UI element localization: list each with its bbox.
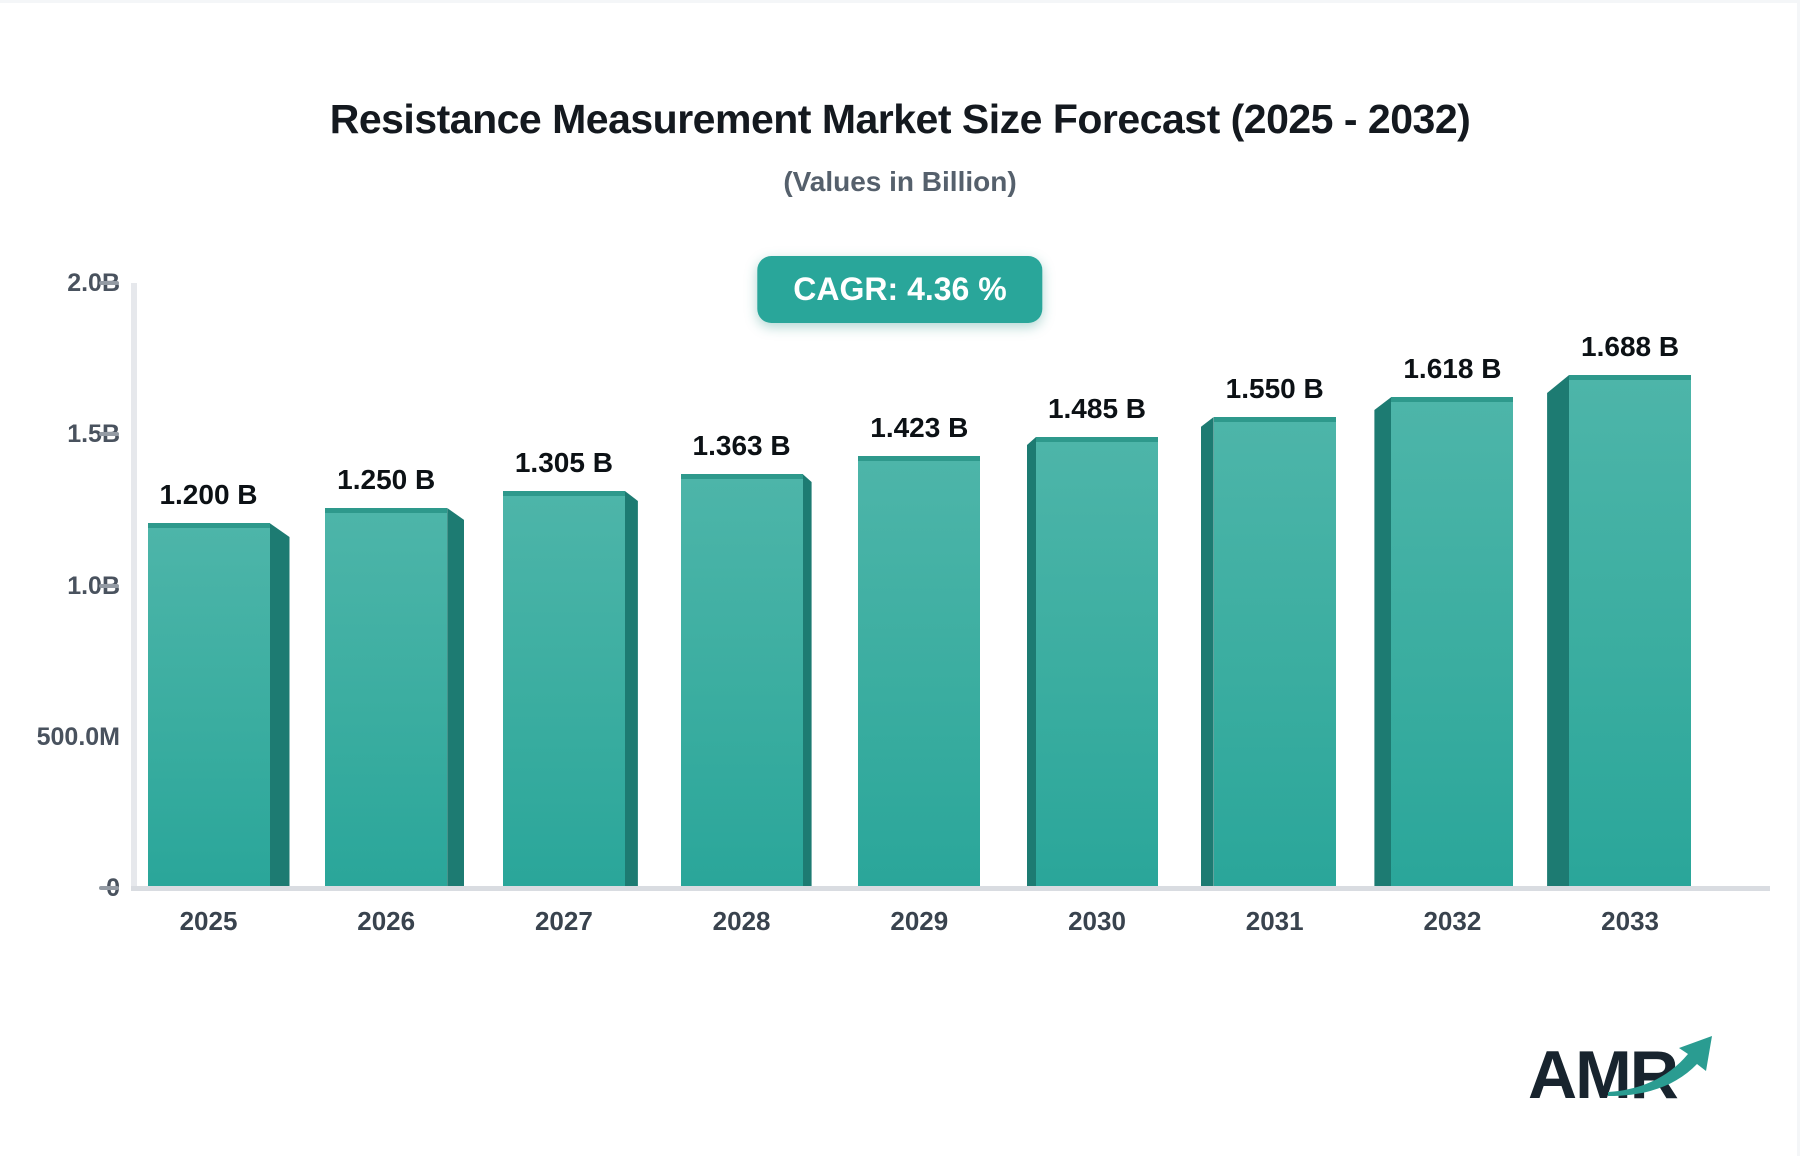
x-axis-line <box>131 886 1770 891</box>
bar-2030 <box>1036 437 1158 886</box>
bar-value-label: 1.363 B <box>692 430 791 461</box>
cagr-badge: CAGR: 4.36 % <box>757 256 1043 323</box>
bar-value-label: 1.618 B <box>1403 353 1502 384</box>
page-top-band <box>0 0 1800 3</box>
bar-2026 <box>325 508 448 886</box>
x-axis-label: 2031 <box>1245 906 1304 936</box>
y-axis-tick <box>99 281 119 285</box>
x-axis-label: 2033 <box>1601 906 1660 936</box>
bar-value-label: 1.423 B <box>870 412 969 443</box>
bar-2032 <box>1391 397 1514 886</box>
x-axis-label: 2032 <box>1423 906 1482 936</box>
bar-value-label: 1.250 B <box>337 464 436 495</box>
x-axis-label: 2027 <box>534 906 593 936</box>
growth-arrow-icon <box>1608 1036 1712 1096</box>
chart-subtitle: (Values in Billion) <box>783 166 1017 197</box>
x-axis-label: 2028 <box>712 906 771 936</box>
y-axis-tick <box>99 432 119 437</box>
amr-logo-text: AMR <box>1528 1037 1679 1113</box>
amr-logo: AMR <box>1528 1036 1748 1128</box>
bar-2031-side <box>1200 417 1214 886</box>
page-right-band <box>1797 0 1800 1156</box>
bar-2026-side <box>447 508 465 886</box>
bar-value-label: 1.305 B <box>514 447 613 478</box>
bar-2027-side <box>624 491 638 886</box>
bar-2028-side <box>802 474 812 886</box>
cagr-badge-label: CAGR: 4.36 % <box>793 271 1007 307</box>
bar-2025-side <box>269 523 290 886</box>
bar-value-label: 1.550 B <box>1225 373 1324 404</box>
bar-value-label: 1.485 B <box>1047 393 1147 424</box>
growth-arrow-path <box>1608 1036 1712 1096</box>
x-axis-label: 2026 <box>357 906 416 936</box>
x-axis-label: 2030 <box>1068 906 1126 936</box>
y-axis-label: 500.0M <box>36 722 120 751</box>
bar-2030-side <box>1027 437 1036 886</box>
x-axis-label: 2025 <box>179 906 238 936</box>
bar-2025 <box>147 523 270 886</box>
bar-2031 <box>1213 417 1336 886</box>
bar-value-label: 1.688 B <box>1581 331 1680 362</box>
bar-2032-side <box>1374 397 1392 886</box>
bar-2027 <box>502 491 625 886</box>
y-axis-tick <box>99 886 119 890</box>
bar-2028 <box>680 474 803 886</box>
x-axis-label: 2029 <box>890 906 949 936</box>
bar-2029 <box>858 456 981 886</box>
bar-2033 <box>1569 375 1692 886</box>
bar-value-label: 1.200 B <box>159 479 258 510</box>
y-axis-line <box>131 283 137 891</box>
chart-title: Resistance Measurement Market Size Forec… <box>329 96 1471 142</box>
bar-2033-side <box>1547 375 1570 886</box>
y-axis-tick <box>99 583 119 588</box>
